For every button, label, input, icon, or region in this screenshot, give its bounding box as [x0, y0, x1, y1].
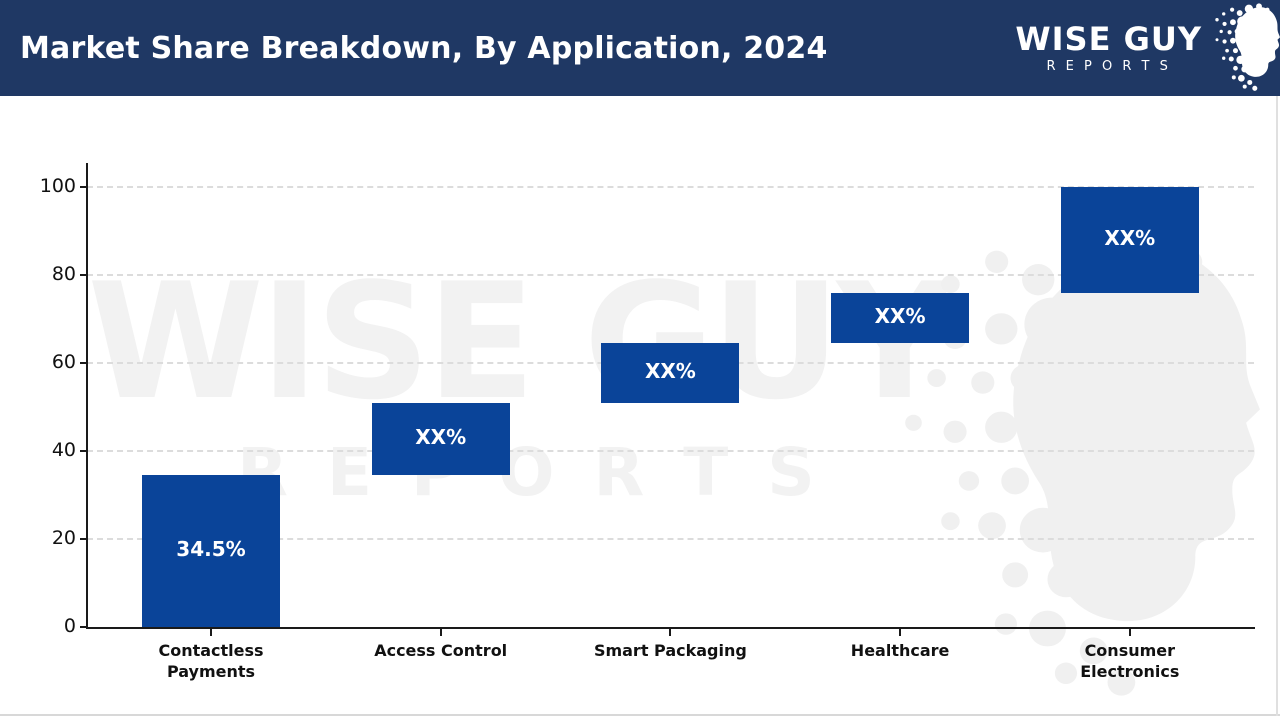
right-divider-line [1276, 96, 1278, 716]
x-axis-category-label-line: Healthcare [850, 641, 950, 660]
header-bar: Market Share Breakdown, By Application, … [0, 0, 1280, 96]
bar-segment [831, 292, 970, 344]
x-axis-category-label-line: Consumer [1084, 641, 1176, 660]
x-axis-category-label: Smart Packaging [555, 640, 785, 661]
y-axis-tick-label: 20 [51, 527, 76, 549]
y-axis-tick-label: 100 [39, 175, 76, 197]
logo-text: WISE GUY R E P O R T S [1015, 22, 1202, 74]
x-axis-spine [86, 627, 1255, 629]
dotted-head-logo-icon [1215, 3, 1280, 91]
y-axis-tick-label: 80 [51, 263, 76, 285]
bar-value-label: 34.5% [176, 537, 246, 562]
y-axis-spine [86, 163, 88, 629]
x-axis-category-label-line: Smart Packaging [593, 641, 747, 660]
y-axis-tick-label: 40 [51, 439, 76, 461]
y-tick-mark [80, 538, 87, 540]
gridline-y-20 [87, 538, 1254, 540]
bottom-divider-line [0, 714, 1280, 716]
gridline-y-80 [87, 274, 1254, 276]
bar-segment [371, 402, 510, 476]
y-tick-mark [80, 186, 87, 188]
y-tick-mark [80, 626, 87, 628]
x-axis-category-label: Healthcare [785, 640, 1015, 661]
y-tick-mark [80, 274, 87, 276]
logo-subtext: R E P O R T S [1046, 59, 1171, 74]
bar-segment [142, 475, 280, 627]
gridline-y-40 [87, 450, 1254, 452]
bar-value-label: XX% [874, 303, 926, 328]
bar-segment [1060, 187, 1199, 293]
x-tick-mark [1128, 628, 1131, 636]
watermark-text-line1: WISE GUY [87, 248, 952, 435]
page-title: Market Share Breakdown, By Application, … [20, 30, 828, 66]
bar-segment [601, 343, 740, 403]
x-tick-mark [669, 628, 672, 636]
bar-value-label: XX% [415, 424, 467, 449]
x-axis-category-label-line: Payments [166, 662, 256, 681]
y-tick-mark [80, 362, 87, 364]
wise-guy-logo: WISE GUY R E P O R T S [1015, 0, 1280, 96]
bar-value-label: XX% [1104, 225, 1156, 250]
x-axis-category-label: Consumer Electronics [1015, 640, 1245, 682]
x-axis-category-label: Contactless Payments [96, 640, 326, 682]
x-tick-mark [210, 628, 212, 636]
y-tick-mark [80, 450, 87, 452]
x-tick-mark [439, 628, 442, 636]
gridline-y-100 [87, 186, 1254, 188]
x-axis-category-label-line: Contactless [158, 641, 264, 660]
y-axis-tick-label: 60 [51, 351, 76, 373]
logo-wordmark: WISE GUY [1015, 20, 1202, 58]
y-axis-tick-label: 0 [63, 615, 76, 637]
x-axis-category-label: Access Control [326, 640, 556, 661]
x-tick-mark [899, 628, 902, 636]
x-axis-category-label-line: Access Control [374, 641, 508, 660]
bar-value-label: XX% [644, 358, 696, 383]
x-axis-category-label-line: Electronics [1080, 662, 1180, 681]
